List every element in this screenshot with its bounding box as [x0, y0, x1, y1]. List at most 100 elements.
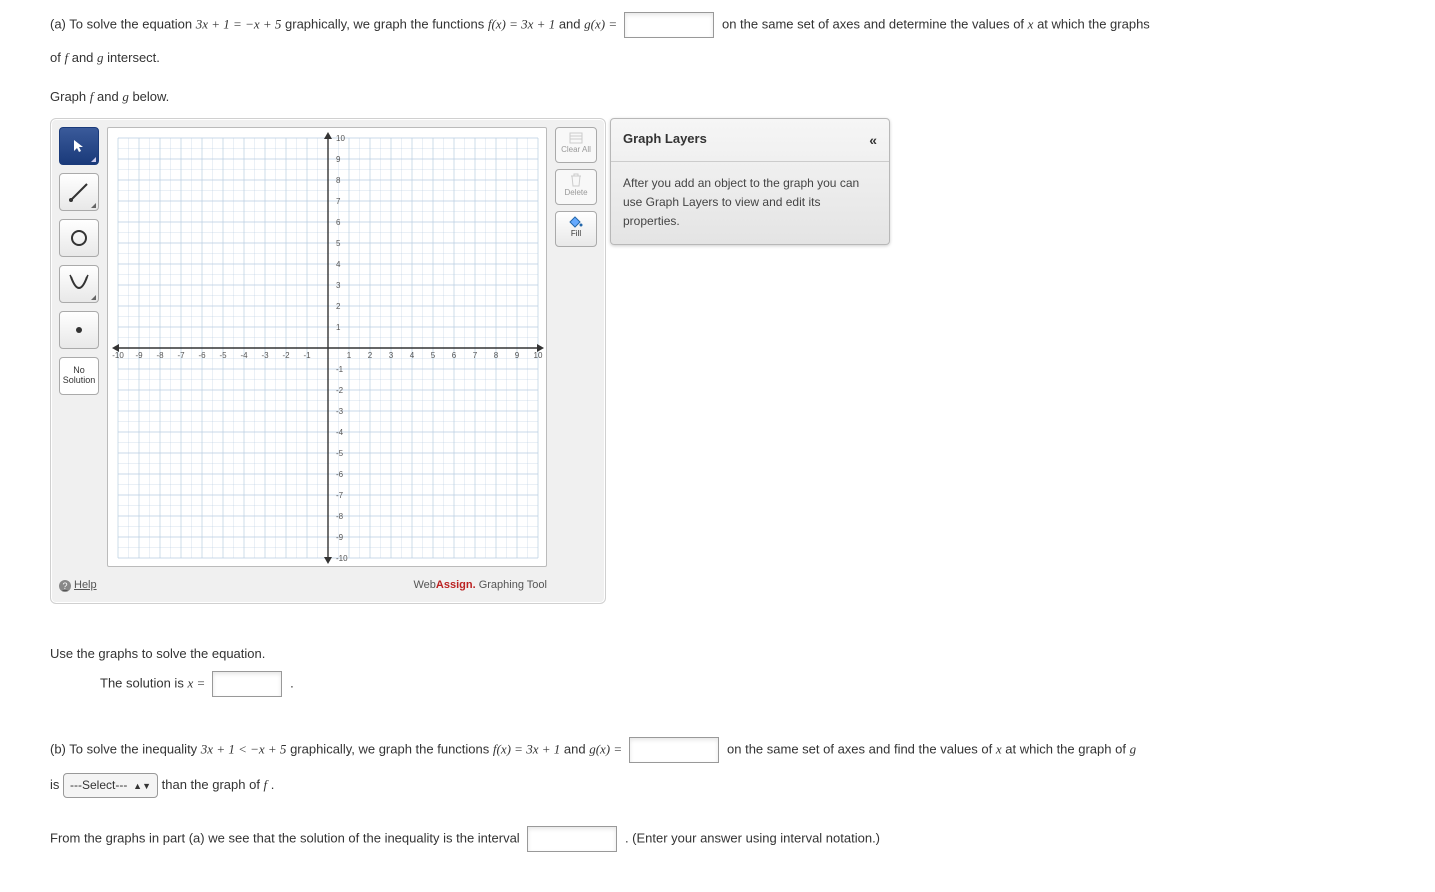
text: is	[50, 777, 63, 792]
help-link[interactable]: ? Help	[59, 569, 99, 595]
svg-text:-3: -3	[261, 351, 269, 360]
f-var: f	[64, 50, 68, 65]
clear-label: Clear All	[561, 144, 591, 157]
no-solution-label: No Solution	[63, 366, 96, 386]
text: and	[97, 89, 122, 104]
gx-input-b[interactable]	[629, 737, 719, 763]
brand-assign: Assign.	[436, 579, 476, 591]
parabola-icon	[68, 273, 90, 295]
clear-all-button[interactable]: Clear All	[555, 127, 597, 163]
graph-layers-panel: Graph Layers « After you add an object t…	[610, 118, 890, 245]
svg-text:-4: -4	[336, 428, 344, 437]
fill-label: Fill	[571, 228, 581, 241]
svg-text:4: 4	[410, 351, 415, 360]
text: (b) To solve the inequality	[50, 741, 201, 756]
svg-text:-4: -4	[240, 351, 248, 360]
circle-icon	[69, 228, 89, 248]
gx-b: g(x) =	[589, 741, 625, 756]
text: and	[72, 50, 97, 65]
svg-text:9: 9	[336, 155, 341, 164]
help-label: Help	[74, 577, 97, 595]
svg-text:10: 10	[534, 351, 543, 360]
compare-select[interactable]: ---Select--- ▲▼	[63, 773, 158, 798]
svg-text:3: 3	[336, 281, 341, 290]
svg-text:5: 5	[336, 239, 341, 248]
text: (a) To solve the equation	[50, 16, 196, 31]
svg-text:6: 6	[336, 218, 341, 227]
interval-input[interactable]	[527, 826, 617, 852]
svg-text:-8: -8	[156, 351, 164, 360]
pointer-tool[interactable]	[59, 127, 99, 165]
svg-text:7: 7	[473, 351, 478, 360]
text: on the same set of axes and determine th…	[722, 16, 1028, 31]
solution-input[interactable]	[212, 671, 282, 697]
delete-button[interactable]: Delete	[555, 169, 597, 205]
svg-text:-9: -9	[336, 533, 344, 542]
text: intersect.	[107, 50, 160, 65]
text: and	[559, 16, 584, 31]
x-var: x	[996, 741, 1002, 756]
text: Graph	[50, 89, 90, 104]
equation-a: 3x + 1 = −x + 5	[196, 16, 282, 31]
circle-tool[interactable]	[59, 219, 99, 257]
graphing-tool: No Solution ? Help -10-9-8-7-6-5-4-3-2-1…	[50, 118, 606, 604]
layers-body: After you add an object to the graph you…	[611, 162, 889, 244]
svg-text:-6: -6	[336, 470, 344, 479]
part-b-line1: (b) To solve the inequality 3x + 1 < −x …	[50, 737, 1405, 763]
svg-text:2: 2	[368, 351, 373, 360]
text: below.	[132, 89, 169, 104]
trash-icon	[570, 173, 582, 187]
part-a-line2: of f and g intersect.	[50, 48, 1405, 69]
svg-text:-9: -9	[135, 351, 143, 360]
part-b-line2: is ---Select--- ▲▼ than the graph of f .	[50, 773, 1405, 798]
f-var: f	[90, 89, 94, 104]
g-var: g	[1130, 741, 1137, 756]
svg-text:-5: -5	[219, 351, 227, 360]
text: on the same set of axes and find the val…	[727, 741, 996, 756]
pointer-icon	[72, 139, 86, 153]
text: The solution is	[100, 675, 187, 690]
clear-icon	[569, 132, 583, 144]
line-icon	[68, 181, 90, 203]
layers-title: Graph Layers	[623, 129, 707, 150]
select-arrows-icon: ▲▼	[131, 781, 151, 791]
point-tool[interactable]	[59, 311, 99, 349]
parabola-tool[interactable]	[59, 265, 99, 303]
gx-input-a[interactable]	[624, 12, 714, 38]
text: .	[290, 675, 294, 690]
text: graphically, we graph the functions	[290, 741, 493, 756]
svg-text:-1: -1	[303, 351, 311, 360]
line-tool[interactable]	[59, 173, 99, 211]
tool-toolbar: No Solution ? Help	[59, 127, 99, 595]
brand-tail: Graphing Tool	[476, 579, 547, 591]
text: at which the graphs	[1037, 16, 1150, 31]
x-equals: x =	[187, 675, 208, 690]
graph-canvas-wrap: -10-9-8-7-6-5-4-3-2-112345678910-10-9-8-…	[107, 127, 547, 595]
svg-text:-2: -2	[282, 351, 290, 360]
graphing-tool-region: No Solution ? Help -10-9-8-7-6-5-4-3-2-1…	[50, 118, 1405, 604]
solve-instruction: Use the graphs to solve the equation.	[50, 644, 1405, 665]
svg-text:-2: -2	[336, 386, 344, 395]
svg-text:1: 1	[336, 323, 341, 332]
help-icon: ?	[59, 580, 71, 592]
no-solution-tool[interactable]: No Solution	[59, 357, 99, 395]
part-a-line1: (a) To solve the equation 3x + 1 = −x + …	[50, 12, 1405, 38]
svg-text:1: 1	[347, 351, 352, 360]
text: .	[271, 777, 275, 792]
svg-text:9: 9	[515, 351, 520, 360]
text: of	[50, 50, 64, 65]
svg-text:-10: -10	[112, 351, 124, 360]
side-toolbar: Clear All Delete Fill	[555, 127, 597, 595]
fx-b: f(x) = 3x + 1	[493, 741, 560, 756]
text: than the graph of	[162, 777, 264, 792]
collapse-icon[interactable]: «	[869, 129, 877, 151]
svg-text:5: 5	[431, 351, 436, 360]
svg-text:8: 8	[336, 176, 341, 185]
fill-button[interactable]: Fill	[555, 211, 597, 247]
delete-label: Delete	[564, 187, 587, 200]
graph-canvas[interactable]: -10-9-8-7-6-5-4-3-2-112345678910-10-9-8-…	[107, 127, 547, 567]
fill-icon	[569, 216, 583, 228]
gx-a: g(x) =	[584, 16, 620, 31]
inequality-b: 3x + 1 < −x + 5	[201, 741, 287, 756]
svg-text:4: 4	[336, 260, 341, 269]
